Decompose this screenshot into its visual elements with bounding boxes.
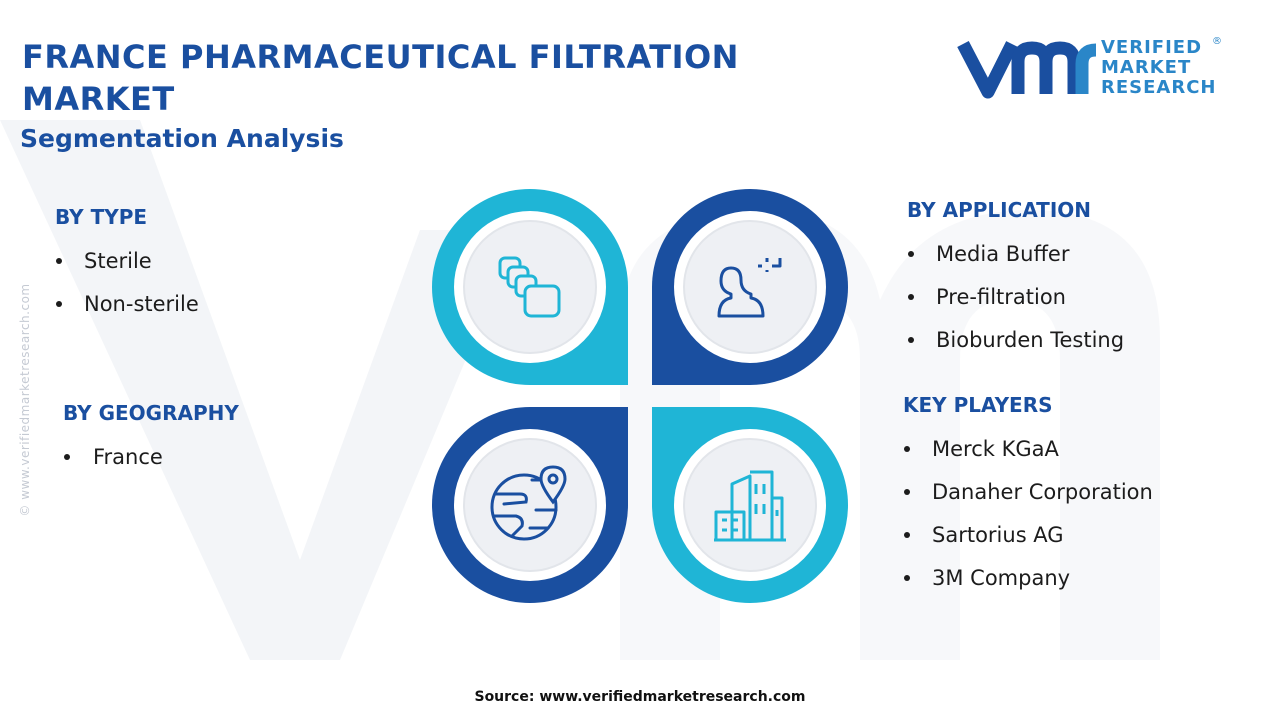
source: Source: www.verifiedmarketresearch.com <box>474 689 806 705</box>
logo-registered: ® <box>1212 36 1222 47</box>
bullet <box>904 446 910 452</box>
bullet <box>56 258 62 264</box>
bullet <box>904 575 910 581</box>
bullet <box>908 294 914 300</box>
bullet <box>64 454 70 460</box>
title: FRANCE PHARMACEUTICAL FILTRATION MARKET <box>22 38 739 118</box>
petal-core <box>683 220 817 354</box>
bullet <box>908 251 914 257</box>
icon-person <box>717 258 782 318</box>
background-watermark <box>0 120 1160 660</box>
section-heading: BY TYPE <box>55 205 148 229</box>
logo-text: MARKET <box>1101 57 1192 78</box>
logo-mark <box>957 40 1097 99</box>
section-item: Danaher Corporation <box>932 480 1153 504</box>
bullet <box>56 301 62 307</box>
icon-globe <box>490 465 567 541</box>
section-item: Sterile <box>84 249 152 273</box>
side-watermark: © www.verifiedmarketresearch.com <box>18 283 32 517</box>
petal-core <box>463 438 597 572</box>
logo-text: VERIFIED <box>1101 37 1203 58</box>
section-heading: KEY PLAYERS <box>903 393 1053 417</box>
section-item: 3M Company <box>932 566 1071 590</box>
icon-buildings <box>714 470 786 542</box>
icon-layers <box>498 256 561 318</box>
section-item: Sartorius AG <box>932 523 1064 547</box>
logo-text: RESEARCH <box>1101 77 1217 98</box>
bullet <box>904 489 910 495</box>
bullet <box>904 532 910 538</box>
section-item: Media Buffer <box>936 242 1070 266</box>
section-item: France <box>93 445 163 469</box>
section-item: Bioburden Testing <box>936 328 1125 352</box>
section-heading: BY APPLICATION <box>907 198 1092 222</box>
section-item: Merck KGaA <box>932 437 1059 461</box>
subtitle: Segmentation Analysis <box>20 124 344 153</box>
section-item: Pre-filtration <box>936 285 1066 309</box>
section-item: Non-sterile <box>84 292 199 316</box>
section-heading: BY GEOGRAPHY <box>63 401 239 425</box>
bullet <box>908 337 914 343</box>
